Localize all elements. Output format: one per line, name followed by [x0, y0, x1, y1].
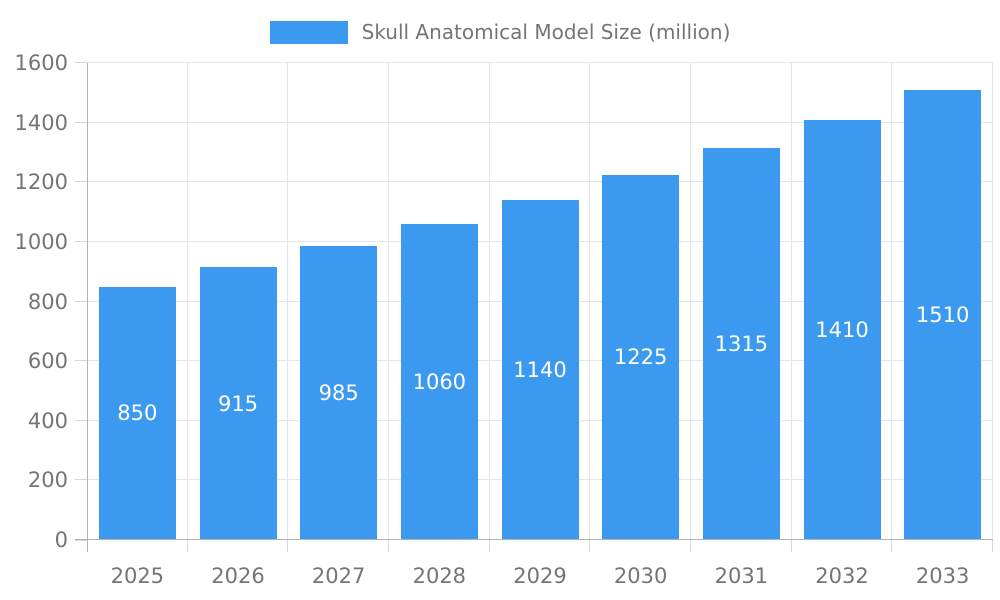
y-axis-label: 200: [27, 468, 68, 493]
x-axis-tick: [992, 540, 993, 552]
bar-2030[interactable]: 1225: [602, 174, 680, 540]
gridline-vertical: [891, 63, 893, 540]
bar-value-label: 1510: [915, 302, 970, 327]
y-axis-label: 800: [27, 289, 68, 314]
y-axis-label: 1600: [14, 51, 68, 75]
gridline-vertical: [589, 63, 591, 540]
legend-label: Skull Anatomical Model Size (million): [361, 20, 731, 44]
x-axis-label-2028: 2028: [412, 564, 467, 588]
y-axis-label: 400: [27, 408, 68, 433]
gridline-vertical: [690, 63, 691, 540]
bar-2029[interactable]: 1140: [501, 200, 579, 540]
bar-2028[interactable]: 1060: [400, 224, 478, 540]
y-axis-label: 1200: [14, 170, 68, 195]
bar-value-label: 985: [318, 381, 359, 406]
y-axis-line: [87, 63, 88, 552]
gridline-vertical: [388, 63, 389, 540]
y-axis-label: 1000: [14, 229, 68, 254]
x-axis-tick: [287, 540, 289, 552]
bar-2031[interactable]: 1315: [702, 147, 780, 540]
bar-2025[interactable]: 850: [98, 286, 176, 540]
x-axis-line: [75, 539, 993, 540]
bar-value-label: 850: [117, 401, 158, 426]
x-axis-tick: [891, 540, 893, 552]
y-axis-tick: [75, 240, 87, 242]
y-axis-tick: [75, 300, 87, 302]
gridline-vertical: [790, 63, 792, 540]
y-axis-tick: [75, 181, 87, 183]
x-axis-tick: [186, 540, 188, 552]
x-axis-tick: [388, 540, 389, 552]
y-axis-tick: [75, 479, 87, 481]
gridline-vertical: [186, 63, 188, 540]
gridline-horizontal: [87, 62, 993, 63]
bar-value-label: 1410: [815, 317, 869, 342]
bar-2026[interactable]: 915: [199, 267, 277, 540]
y-axis-tick: [75, 540, 87, 541]
x-axis-label-2029: 2029: [513, 564, 567, 588]
x-axis-label-2030: 2030: [613, 564, 668, 588]
gridline-vertical: [488, 63, 490, 540]
x-axis-label-2032: 2032: [815, 564, 869, 588]
legend-swatch: [269, 20, 348, 44]
x-axis-tick: [589, 540, 591, 552]
x-axis-label-2033: 2033: [915, 564, 970, 588]
y-axis-label: 600: [27, 349, 68, 374]
bar-2027[interactable]: 985: [300, 246, 378, 540]
y-axis-tick: [75, 62, 87, 63]
x-axis-label-2025: 2025: [110, 564, 165, 588]
bar-2033[interactable]: 1510: [904, 89, 982, 540]
bar-value-label: 1060: [412, 370, 467, 394]
legend-item[interactable]: Skull Anatomical Model Size (million): [0, 20, 1000, 44]
bar-value-label: 915: [217, 391, 259, 416]
bar-value-label: 1225: [613, 345, 668, 370]
y-axis-label: 1400: [14, 110, 68, 135]
y-axis-tick: [75, 360, 87, 362]
x-axis-tick: [690, 540, 691, 552]
x-axis-label-2026: 2026: [211, 564, 265, 588]
x-axis-tick: [790, 540, 792, 552]
bar-2032[interactable]: 1410: [803, 119, 881, 540]
gridline-vertical: [992, 63, 993, 540]
gridline-vertical: [287, 63, 289, 540]
x-axis-tick: [488, 540, 490, 552]
gridline-horizontal: [87, 121, 993, 123]
bar-value-label: 1315: [714, 331, 769, 356]
x-axis-label-2027: 2027: [311, 564, 366, 588]
gridline-horizontal: [87, 181, 993, 183]
y-axis-tick: [75, 419, 87, 421]
plot-area: 850 2025 915 2026 985 2027 1060 2028 1140 2029 122…: [15, 51, 993, 588]
y-axis-tick: [75, 121, 87, 123]
y-axis-label: 0: [54, 528, 68, 552]
bar-value-label: 1140: [513, 358, 567, 383]
x-axis-label-2031: 2031: [714, 564, 769, 588]
